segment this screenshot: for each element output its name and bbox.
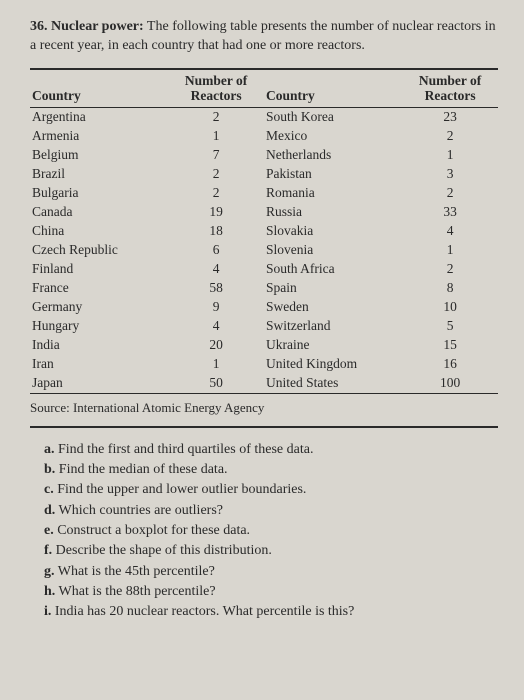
- header-reactors-left: Number of Reactors: [168, 69, 264, 108]
- question-intro: 36. Nuclear power: The following table p…: [30, 18, 498, 56]
- table-row: India20Ukraine15: [30, 336, 498, 355]
- header-country-right: Country: [264, 69, 402, 108]
- subpart-item: d. Which countries are outliers?: [44, 501, 498, 521]
- table-header-row: Country Number of Reactors Country Numbe…: [30, 69, 498, 108]
- table-row: Germany9Sweden10: [30, 298, 498, 317]
- table-row: Czech Republic6Slovenia1: [30, 241, 498, 260]
- subpart-item: g. What is the 45th percentile?: [44, 562, 498, 582]
- table-row: Argentina2South Korea23: [30, 107, 498, 127]
- subpart-item: f. Describe the shape of this distributi…: [44, 541, 498, 561]
- table-row: Finland4South Africa2: [30, 260, 498, 279]
- reactors-table: Country Number of Reactors Country Numbe…: [30, 68, 498, 394]
- source-line: Source: International Atomic Energy Agen…: [30, 398, 498, 428]
- table-row: Brazil2Pakistan3: [30, 165, 498, 184]
- subpart-item: a. Find the first and third quartiles of…: [44, 440, 498, 460]
- subpart-item: b. Find the median of these data.: [44, 460, 498, 480]
- table-row: Hungary4Switzerland5: [30, 317, 498, 336]
- header-country-left: Country: [30, 69, 168, 108]
- subpart-item: c. Find the upper and lower outlier boun…: [44, 480, 498, 500]
- page-content: 36. Nuclear power: The following table p…: [0, 0, 524, 632]
- header-reactors-right: Number of Reactors: [402, 69, 498, 108]
- subpart-item: i. India has 20 nuclear reactors. What p…: [44, 602, 498, 622]
- question-number: 36.: [30, 19, 48, 34]
- table-row: China18Slovakia4: [30, 222, 498, 241]
- table-row: Japan50United States100: [30, 374, 498, 394]
- subparts-list: a. Find the first and third quartiles of…: [30, 440, 498, 623]
- table-row: Bulgaria2Romania2: [30, 184, 498, 203]
- table-row: France58Spain8: [30, 279, 498, 298]
- table-row: Belgium7Netherlands1: [30, 146, 498, 165]
- subpart-item: e. Construct a boxplot for these data.: [44, 521, 498, 541]
- table-body: Argentina2South Korea23 Armenia1Mexico2 …: [30, 107, 498, 393]
- subpart-item: h. What is the 88th percentile?: [44, 582, 498, 602]
- table-row: Armenia1Mexico2: [30, 127, 498, 146]
- question-title: Nuclear power:: [51, 19, 144, 34]
- table-row: Canada19Russia33: [30, 203, 498, 222]
- table-row: Iran1United Kingdom16: [30, 355, 498, 374]
